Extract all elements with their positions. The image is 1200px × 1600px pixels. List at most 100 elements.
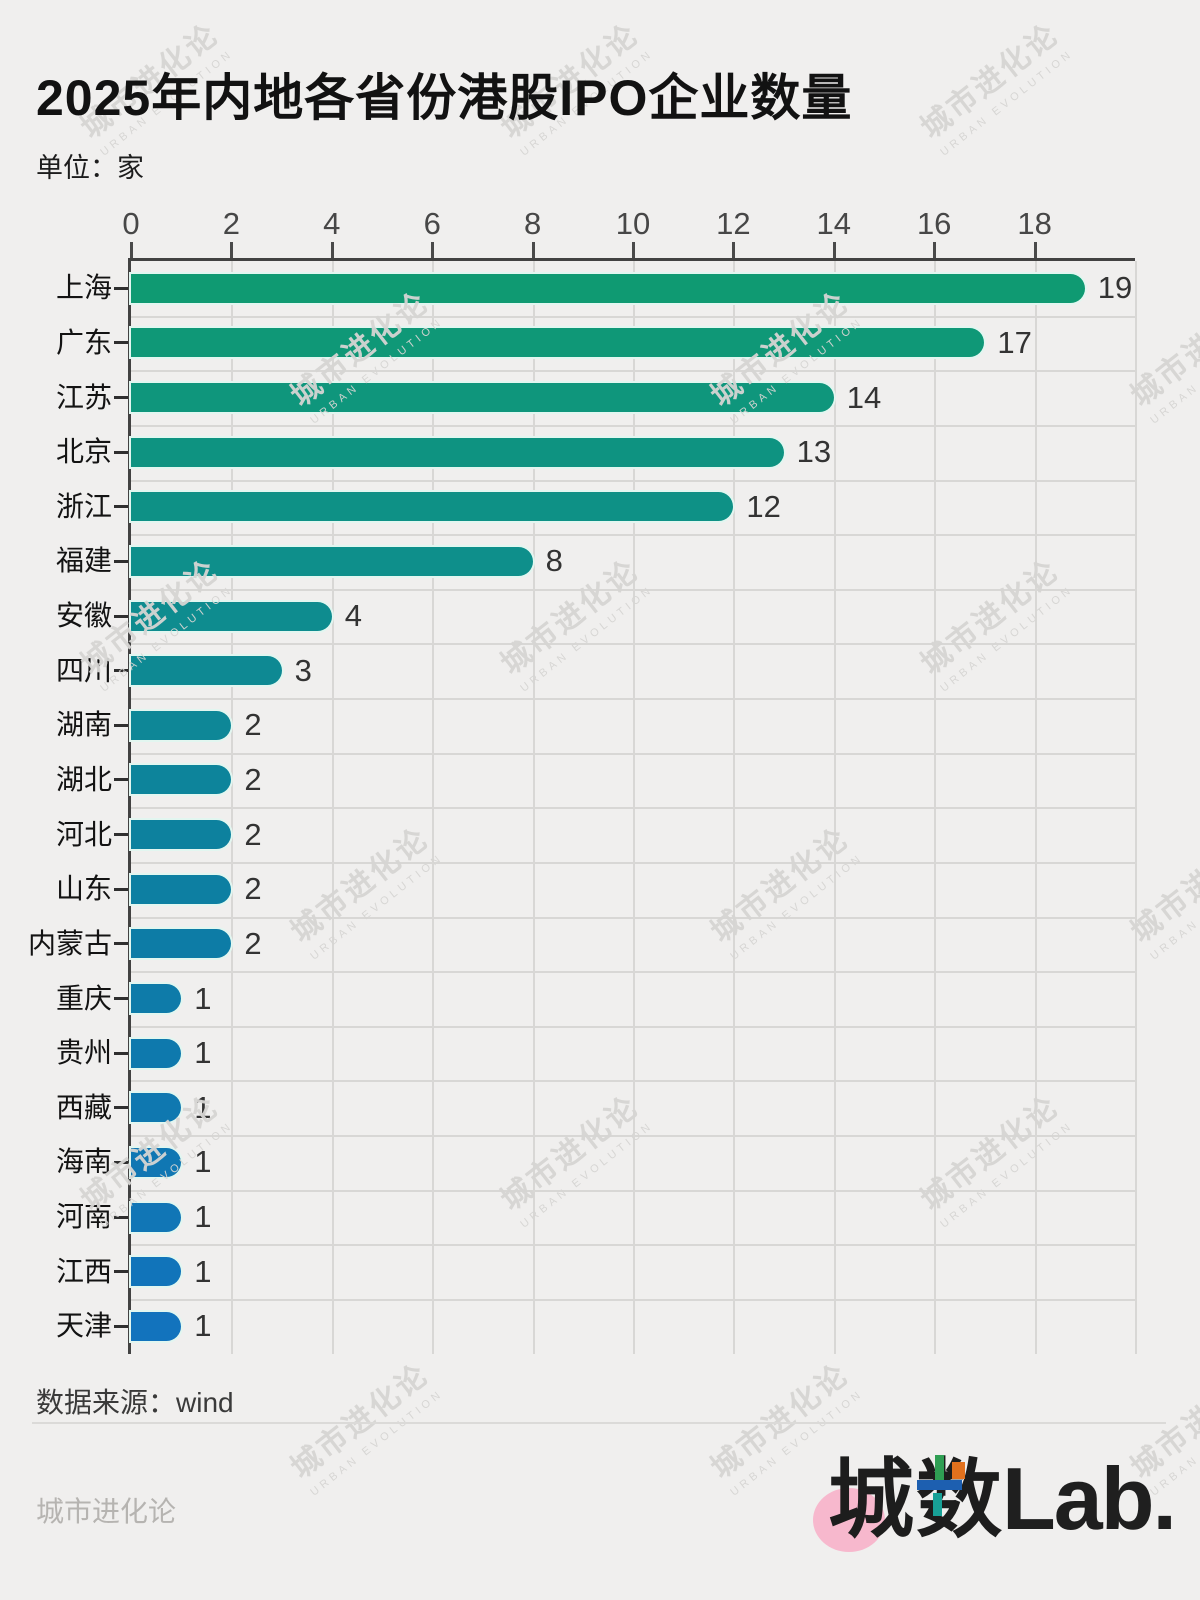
horizontal-gridline [131, 752, 1135, 755]
brand-text: 城市进化论 [36, 1496, 177, 1527]
y-tick-mark [114, 614, 128, 618]
y-tick-mark [114, 1270, 128, 1274]
horizontal-gridline [131, 643, 1135, 646]
watermark-en-text: URBAN EVOLUTION [1148, 851, 1200, 963]
bar-value-label: 1 [194, 1144, 212, 1180]
category-label: 海南 [55, 1146, 112, 1178]
y-tick-mark [114, 450, 128, 454]
x-tick-label: 6 [423, 206, 441, 241]
y-tick-mark [114, 1215, 128, 1219]
x-tick-label: 2 [222, 206, 241, 241]
bar-value-label: 17 [997, 324, 1032, 360]
category-label: 浙江 [55, 490, 112, 522]
category-label: 天津 [55, 1310, 112, 1342]
bar [131, 328, 985, 358]
horizontal-gridline [131, 479, 1135, 482]
x-tick-label: 12 [716, 206, 751, 241]
y-tick-mark [114, 723, 128, 727]
watermark-en-text: URBAN EVOLUTION [518, 583, 656, 695]
x-tick-mark [933, 242, 937, 258]
watermark-cn-text: 城市进化论 [284, 821, 436, 950]
horizontal-gridline [131, 807, 1135, 810]
bar-value-label: 8 [545, 543, 563, 579]
bar-value-label: 2 [244, 871, 262, 907]
vertical-gridline [1135, 261, 1137, 1354]
y-tick-mark [114, 833, 128, 837]
category-label: 江苏 [55, 381, 112, 413]
category-label: 四川 [55, 654, 112, 686]
watermark-cn-text: 城市进化论 [914, 17, 1066, 146]
x-tick-mark [1033, 242, 1037, 258]
horizontal-gridline [131, 971, 1135, 974]
logo-lab-text: Lab. [1002, 1449, 1177, 1548]
y-tick-mark [114, 1106, 128, 1110]
horizontal-gridline [131, 1080, 1135, 1083]
horizontal-gridline [131, 424, 1135, 427]
bar-value-label: 4 [344, 598, 363, 634]
bar-value-label: 13 [796, 434, 832, 470]
bar-value-label: 1 [194, 1199, 212, 1235]
watermark-en-text: URBAN EVOLUTION [938, 47, 1076, 159]
chart-title: 2025年内地各省份港股IPO企业数量 [36, 70, 853, 126]
bar [131, 765, 232, 795]
y-tick-mark [114, 1160, 128, 1164]
bar [131, 546, 533, 576]
category-label: 福建 [55, 545, 112, 577]
bar-value-label: 19 [1097, 270, 1133, 306]
category-label: 上海 [55, 272, 112, 304]
bar-value-label: 2 [244, 707, 262, 743]
watermark-en-text: URBAN EVOLUTION [728, 851, 866, 963]
category-label: 山东 [55, 873, 112, 905]
category-label: 安徽 [55, 600, 112, 632]
y-tick-mark [114, 286, 128, 290]
category-label: 重庆 [55, 982, 112, 1014]
bar [131, 984, 182, 1013]
x-tick-label: 4 [323, 206, 341, 241]
logo-green-bar-icon [935, 1455, 944, 1488]
bar [131, 383, 834, 413]
bar [131, 492, 734, 522]
bar [131, 1202, 182, 1232]
x-tick-label: 0 [122, 206, 140, 241]
horizontal-gridline [131, 1025, 1135, 1028]
horizontal-gridline [131, 1244, 1135, 1247]
x-tick-label: 10 [615, 206, 651, 241]
horizontal-gridline [131, 315, 1135, 318]
category-label: 贵州 [55, 1037, 112, 1069]
bar [131, 929, 232, 959]
bar-value-label: 2 [244, 816, 262, 852]
bar-value-label: 12 [746, 488, 781, 524]
watermark-en-text: URBAN EVOLUTION [308, 851, 446, 963]
category-label: 江西 [55, 1255, 112, 1287]
bar [131, 1093, 182, 1123]
y-tick-mark [114, 1324, 128, 1328]
category-label: 北京 [55, 436, 112, 468]
x-tick-label: 18 [1017, 206, 1052, 241]
bar [131, 437, 784, 467]
logo-teal-bar-icon [933, 1493, 942, 1516]
y-tick-mark [114, 887, 128, 891]
category-label: 内蒙古 [27, 927, 112, 959]
x-tick-mark [431, 242, 435, 258]
x-tick-label: 14 [816, 206, 852, 241]
category-label: 广东 [55, 326, 112, 358]
x-tick-mark [230, 242, 234, 258]
bar [131, 1038, 182, 1068]
bar [131, 273, 1085, 303]
category-label: 河南 [55, 1201, 112, 1233]
x-axis-line [129, 258, 1135, 261]
x-tick-label: 16 [916, 206, 952, 241]
logo-char-cheng: 城 [828, 1452, 914, 1548]
watermark-cn-text: 城市进化论 [914, 1089, 1066, 1218]
bar [131, 1257, 182, 1287]
bar-value-label: 1 [194, 1089, 212, 1125]
bar [131, 1147, 182, 1177]
x-tick-mark [130, 242, 133, 258]
x-tick-mark [732, 242, 736, 258]
horizontal-gridline [131, 916, 1135, 919]
